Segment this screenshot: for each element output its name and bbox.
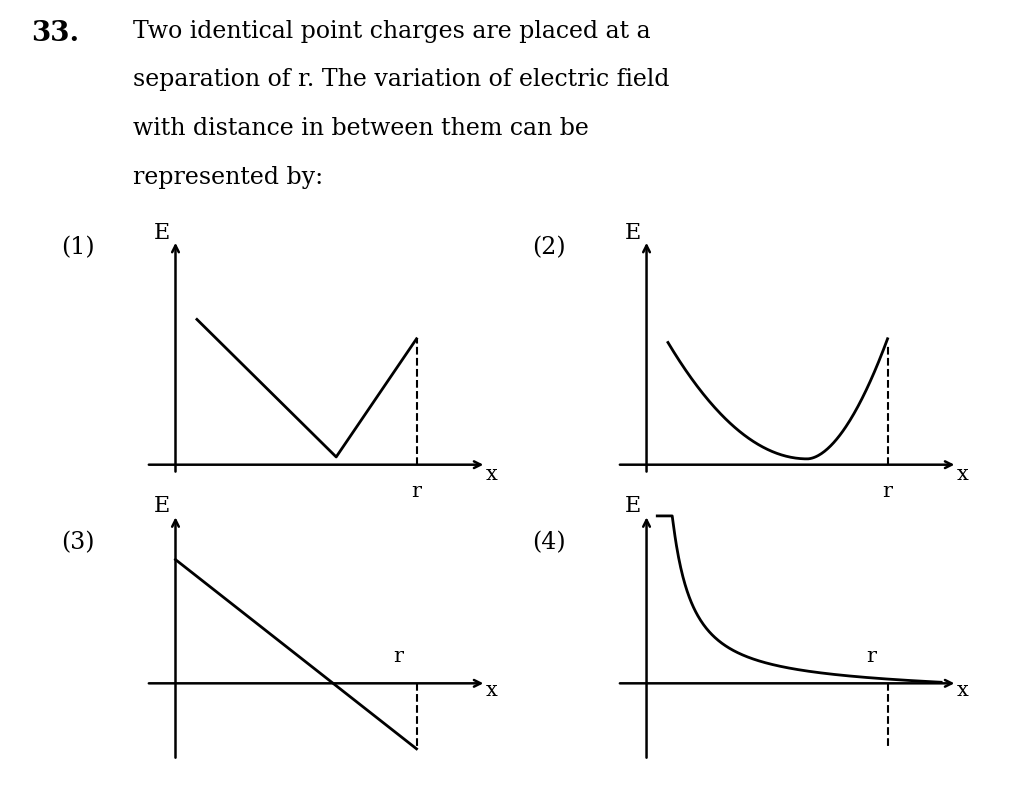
Text: Two identical point charges are placed at a: Two identical point charges are placed a… bbox=[133, 20, 650, 42]
Text: (4): (4) bbox=[532, 531, 566, 555]
Text: represented by:: represented by: bbox=[133, 166, 324, 189]
Text: (3): (3) bbox=[61, 531, 95, 555]
Text: r: r bbox=[866, 647, 877, 666]
Text: r: r bbox=[393, 647, 402, 666]
Text: x: x bbox=[486, 681, 498, 700]
Text: separation of r. The variation of electric field: separation of r. The variation of electr… bbox=[133, 68, 670, 91]
Text: E: E bbox=[154, 495, 170, 517]
Text: x: x bbox=[957, 465, 969, 484]
Text: r: r bbox=[883, 482, 893, 501]
Text: (2): (2) bbox=[532, 236, 566, 260]
Text: E: E bbox=[625, 222, 641, 244]
Text: x: x bbox=[957, 681, 969, 700]
Text: x: x bbox=[486, 465, 498, 484]
Text: r: r bbox=[412, 482, 422, 501]
Text: with distance in between them can be: with distance in between them can be bbox=[133, 117, 589, 140]
Text: 33.: 33. bbox=[31, 20, 79, 46]
Text: (1): (1) bbox=[61, 236, 95, 260]
Text: E: E bbox=[625, 495, 641, 517]
Text: E: E bbox=[154, 222, 170, 244]
